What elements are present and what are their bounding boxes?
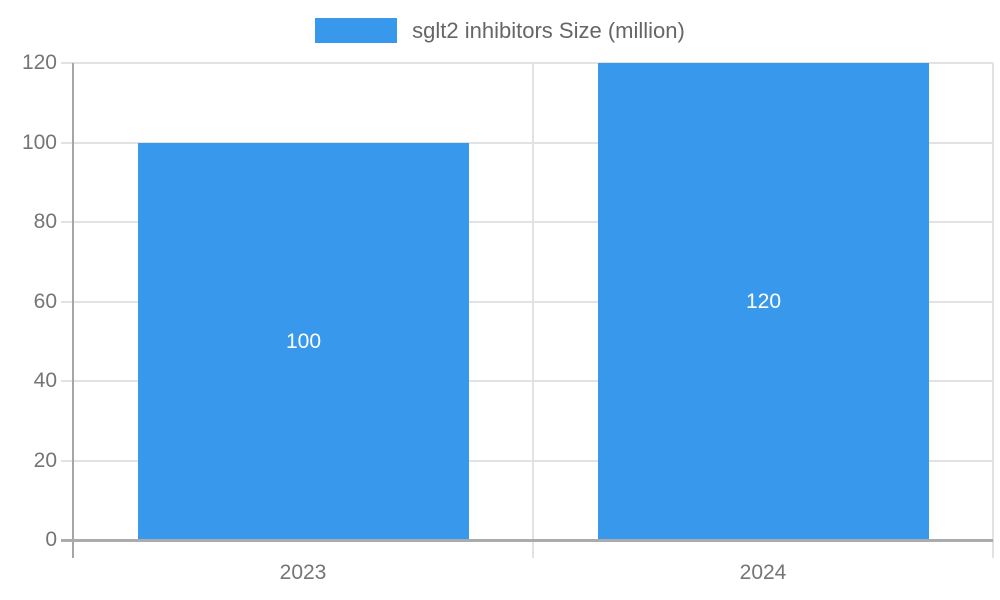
legend-swatch-icon [315, 17, 398, 43]
y-axis-tick-label: 0 [45, 528, 57, 551]
y-gridline [61, 141, 993, 144]
y-axis-tick-label: 80 [33, 210, 57, 233]
y-axis-tick-label: 100 [21, 130, 57, 154]
bar-2023[interactable]: 100 [138, 143, 469, 541]
y-axis-tick-label: 20 [33, 448, 57, 472]
bar-value-label: 120 [745, 289, 782, 313]
x-axis-tick-label: 2024 [739, 561, 787, 584]
y-axis-tick-label: 40 [33, 369, 57, 392]
y-gridline [61, 62, 993, 64]
legend-label: sglt2 inhibitors Size (million) [412, 17, 685, 43]
y-axis-tick-label: 120 [21, 51, 57, 74]
y-gridline [61, 459, 993, 462]
y-gridline [61, 221, 993, 223]
bar-2024[interactable]: 120 [598, 63, 929, 540]
category-gridline [992, 63, 994, 558]
y-axis-tick-label: 60 [33, 289, 57, 313]
bar-value-label: 100 [285, 330, 322, 353]
legend-item[interactable]: sglt2 inhibitors Size (million) [0, 16, 1000, 44]
x-axis-line [61, 539, 993, 542]
category-gridline [532, 63, 534, 558]
y-axis-line [72, 63, 74, 558]
y-gridline [61, 380, 993, 382]
y-gridline [61, 300, 993, 303]
x-axis-tick-label: 2023 [279, 561, 327, 584]
